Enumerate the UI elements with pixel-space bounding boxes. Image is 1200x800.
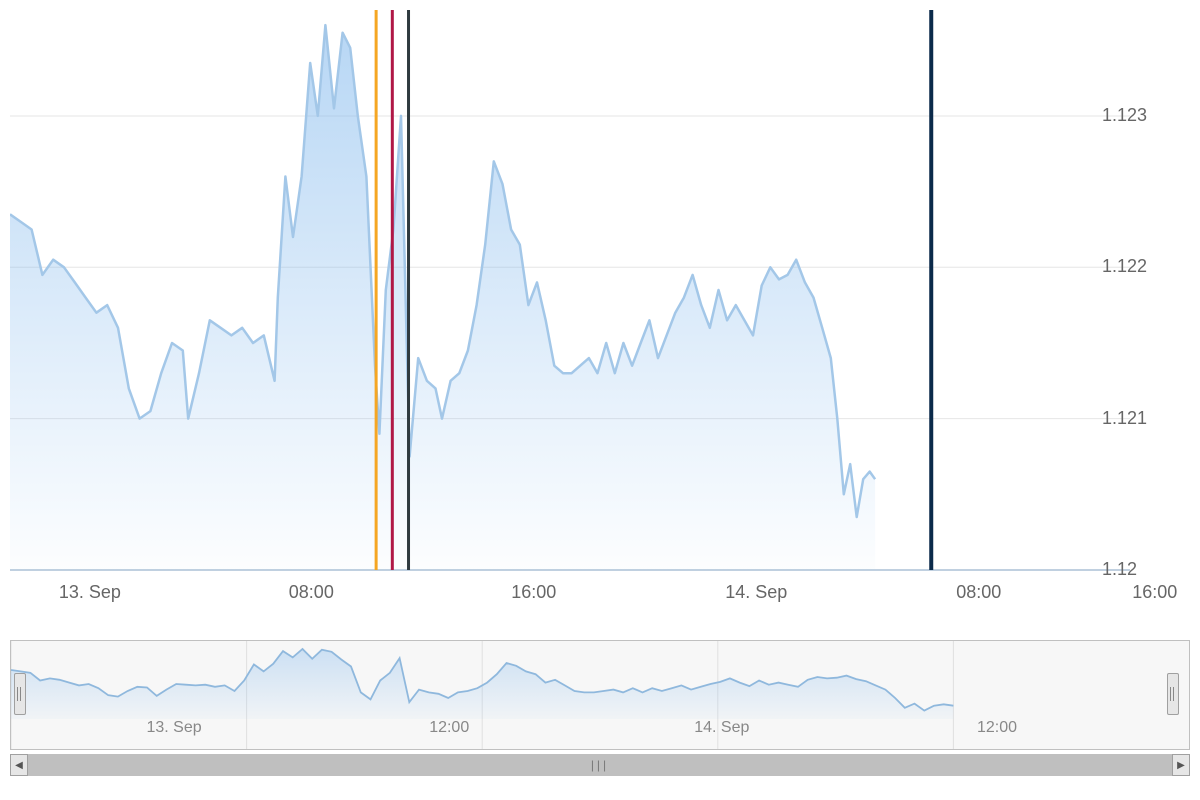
y-axis-label: 1.12 (1102, 559, 1137, 580)
x-axis-label: 08:00 (956, 582, 1001, 603)
navigator-handle-right[interactable] (1167, 673, 1179, 715)
y-axis-label: 1.121 (1102, 408, 1147, 429)
x-axis-label: 16:00 (1132, 582, 1177, 603)
chevron-right-icon: ▶ (1177, 760, 1185, 771)
x-axis-label: 08:00 (289, 582, 334, 603)
scrollbar-left-button[interactable]: ◀ (10, 754, 28, 776)
scrollbar-right-button[interactable]: ▶ (1172, 754, 1190, 776)
x-axis-label: 14. Sep (725, 582, 787, 603)
navigator-x-label: 12:00 (429, 719, 469, 737)
navigator-x-label: 14. Sep (694, 719, 749, 737)
stock-chart-container: 1.12 1.121 1.122 1.123 13. Sep 08:00 16:00 14.… (10, 10, 1190, 790)
y-axis-label: 1.123 (1102, 105, 1147, 126)
navigator-x-label: 12:00 (977, 719, 1017, 737)
scrollbar[interactable]: ◀ ||| ▶ (10, 754, 1190, 776)
navigator-x-label: 13. Sep (146, 719, 201, 737)
scrollbar-track[interactable]: ||| (28, 754, 1172, 776)
x-axis-label: 13. Sep (59, 582, 121, 603)
scrollbar-grip-icon: ||| (591, 758, 609, 772)
y-axis-label: 1.122 (1102, 256, 1147, 277)
chevron-left-icon: ◀ (15, 760, 23, 771)
main-chart-svg (10, 10, 1190, 620)
navigator[interactable]: 13. Sep 12:00 14. Sep 12:00 (10, 640, 1190, 750)
navigator-handle-left[interactable] (14, 673, 26, 715)
x-axis-label: 16:00 (511, 582, 556, 603)
main-chart[interactable]: 1.12 1.121 1.122 1.123 13. Sep 08:00 16:00 14.… (10, 10, 1190, 620)
